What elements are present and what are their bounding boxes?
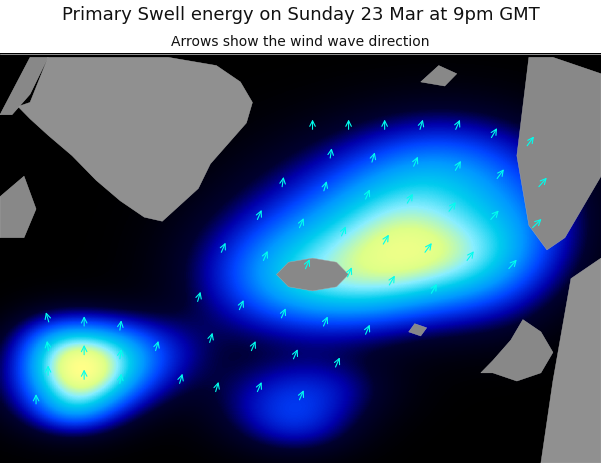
Polygon shape — [276, 258, 349, 291]
Text: Arrows show the wind wave direction: Arrows show the wind wave direction — [171, 35, 430, 49]
Polygon shape — [18, 57, 252, 221]
Polygon shape — [421, 66, 457, 86]
Text: Primary Swell energy on Sunday 23 Mar at 9pm GMT: Primary Swell energy on Sunday 23 Mar at… — [62, 6, 539, 24]
Polygon shape — [0, 57, 48, 115]
Polygon shape — [541, 258, 601, 463]
Polygon shape — [481, 319, 553, 381]
Polygon shape — [517, 57, 601, 250]
Polygon shape — [409, 324, 427, 336]
Polygon shape — [0, 176, 36, 238]
